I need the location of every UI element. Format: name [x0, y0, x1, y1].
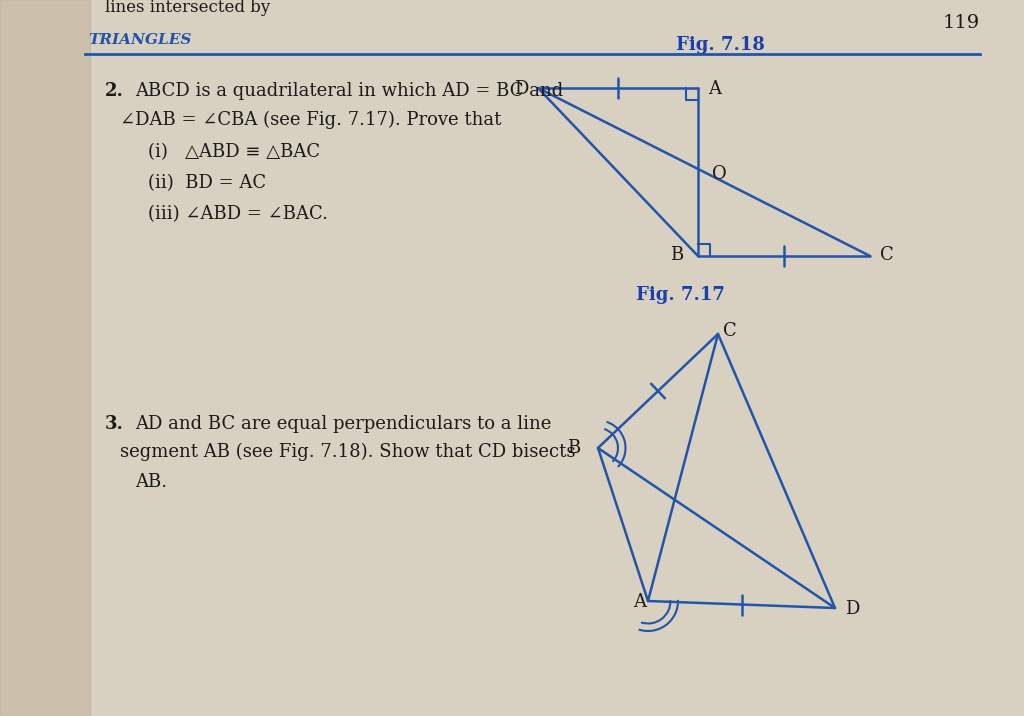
Text: D: D: [514, 80, 528, 98]
Text: ABCD is a quadrilateral in which AD = BC and: ABCD is a quadrilateral in which AD = BC…: [135, 82, 563, 100]
Text: ∠DAB = ∠CBA (see Fig. 7.17). Prove that: ∠DAB = ∠CBA (see Fig. 7.17). Prove that: [120, 111, 502, 129]
Text: 2.: 2.: [105, 82, 124, 100]
Text: 119: 119: [943, 14, 980, 32]
Text: (iii) ∠ABD = ∠BAC.: (iii) ∠ABD = ∠BAC.: [148, 205, 328, 223]
Text: (ii)  BD = AC: (ii) BD = AC: [148, 174, 266, 192]
Text: C: C: [880, 246, 894, 264]
Text: lines intersected by: lines intersected by: [105, 0, 270, 16]
Text: D: D: [845, 600, 859, 618]
Text: A: A: [634, 593, 646, 611]
Text: Fig. 7.18: Fig. 7.18: [676, 36, 765, 54]
Text: segment AB (see Fig. 7.18). Show that CD bisects: segment AB (see Fig. 7.18). Show that CD…: [120, 442, 575, 460]
Text: Fig. 7.17: Fig. 7.17: [636, 286, 724, 304]
Text: A: A: [708, 80, 721, 98]
Text: (i)   △ABD ≡ △BAC: (i) △ABD ≡ △BAC: [148, 143, 321, 161]
Text: B: B: [566, 439, 580, 457]
Text: O: O: [712, 165, 727, 183]
Text: AB.: AB.: [135, 473, 167, 490]
Text: B: B: [670, 246, 683, 264]
Text: AD and BC are equal perpendiculars to a line: AD and BC are equal perpendiculars to a …: [135, 415, 551, 433]
Text: C: C: [723, 322, 736, 340]
Text: 3.: 3.: [105, 415, 124, 433]
Text: TRIANGLES: TRIANGLES: [88, 32, 191, 47]
